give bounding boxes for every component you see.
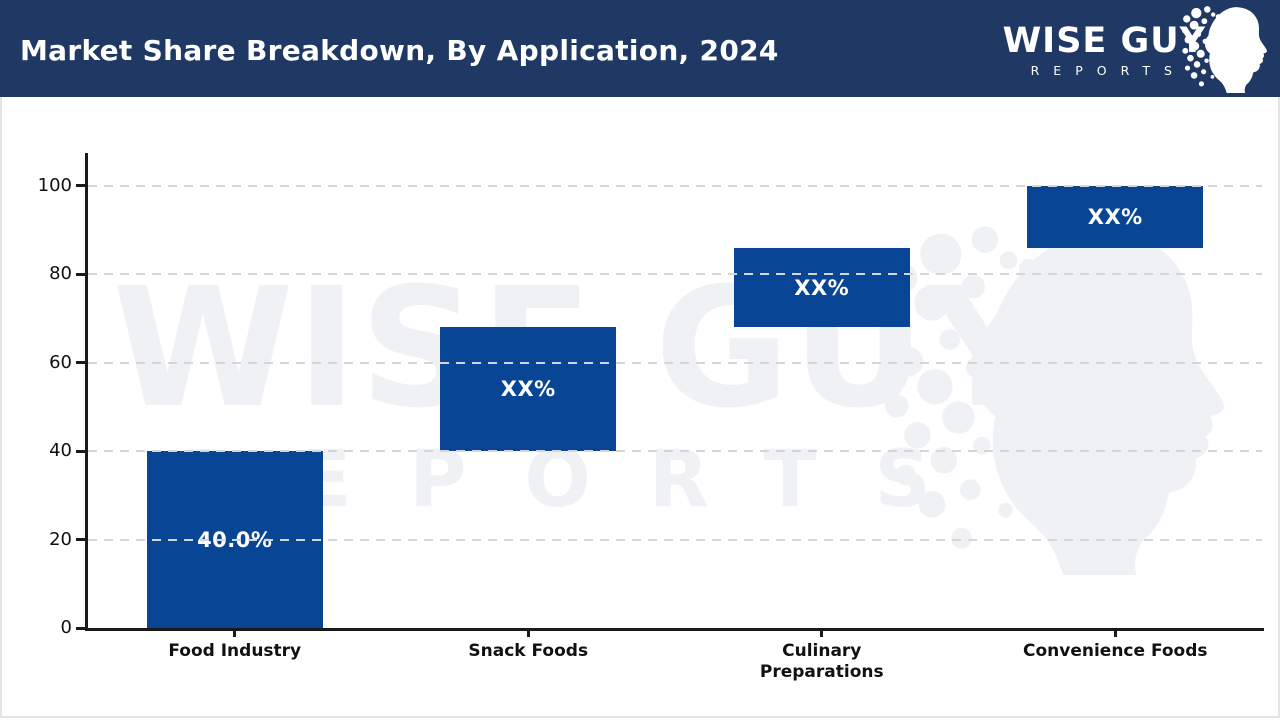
plot-area: 0 20 40 60 80 100 40.0% Food Industry XX% Snack F… bbox=[38, 155, 1262, 682]
category-label: Culinary Preparations bbox=[759, 641, 884, 682]
bar-convenience-foods: XX% bbox=[1027, 185, 1204, 248]
y-tick-label: 100 bbox=[37, 174, 72, 196]
x-axis-line bbox=[85, 628, 1264, 631]
category-label: Food Industry bbox=[168, 641, 302, 661]
gridline-60 bbox=[88, 361, 1262, 364]
page-title: Market Share Breakdown, By Application, … bbox=[20, 34, 779, 67]
y-axis-line bbox=[85, 153, 88, 631]
category-label: Convenience Foods bbox=[1022, 641, 1208, 661]
y-tick-mark bbox=[76, 272, 85, 276]
x-tick-mark bbox=[233, 628, 237, 637]
y-tick-mark bbox=[76, 361, 85, 365]
y-tick-mark bbox=[76, 184, 85, 188]
gridline-40 bbox=[88, 450, 1262, 453]
bar-value-label: XX% bbox=[1087, 204, 1143, 229]
y-tick-label: 0 bbox=[60, 617, 72, 638]
y-tick-label: 20 bbox=[49, 528, 72, 550]
bar-value-label: XX% bbox=[500, 377, 556, 402]
frame-edge-right bbox=[1278, 97, 1280, 718]
y-tick-label: 40 bbox=[49, 440, 72, 462]
category-label: Snack Foods bbox=[468, 641, 589, 661]
x-tick-mark bbox=[1113, 628, 1117, 637]
y-tick-label: 80 bbox=[49, 263, 72, 285]
y-tick-mark bbox=[76, 449, 85, 453]
frame-edge-bottom bbox=[0, 716, 1280, 718]
wise-guy-logo: WISE GUY REPORTS bbox=[1003, 5, 1272, 93]
y-tick-label: 60 bbox=[49, 351, 72, 373]
y-tick-mark bbox=[76, 538, 85, 542]
gridline-20 bbox=[88, 538, 1262, 541]
bar-culinary-preparations: XX% bbox=[733, 247, 910, 328]
x-tick-mark bbox=[820, 628, 824, 637]
logo-text: WISE GUY REPORTS bbox=[1003, 21, 1206, 78]
gridline-80 bbox=[88, 273, 1262, 276]
header-bar: Market Share Breakdown, By Application, … bbox=[0, 0, 1280, 97]
frame-edge-left bbox=[0, 97, 2, 718]
logo-subtitle: REPORTS bbox=[1030, 62, 1186, 78]
bar-snack-foods: XX% bbox=[440, 327, 617, 452]
x-tick-mark bbox=[526, 628, 530, 637]
logo-wordmark: WISE GUY bbox=[1002, 20, 1206, 61]
gridline-100 bbox=[88, 184, 1262, 187]
bar-value-label: XX% bbox=[794, 275, 850, 300]
y-tick-mark bbox=[76, 626, 85, 630]
